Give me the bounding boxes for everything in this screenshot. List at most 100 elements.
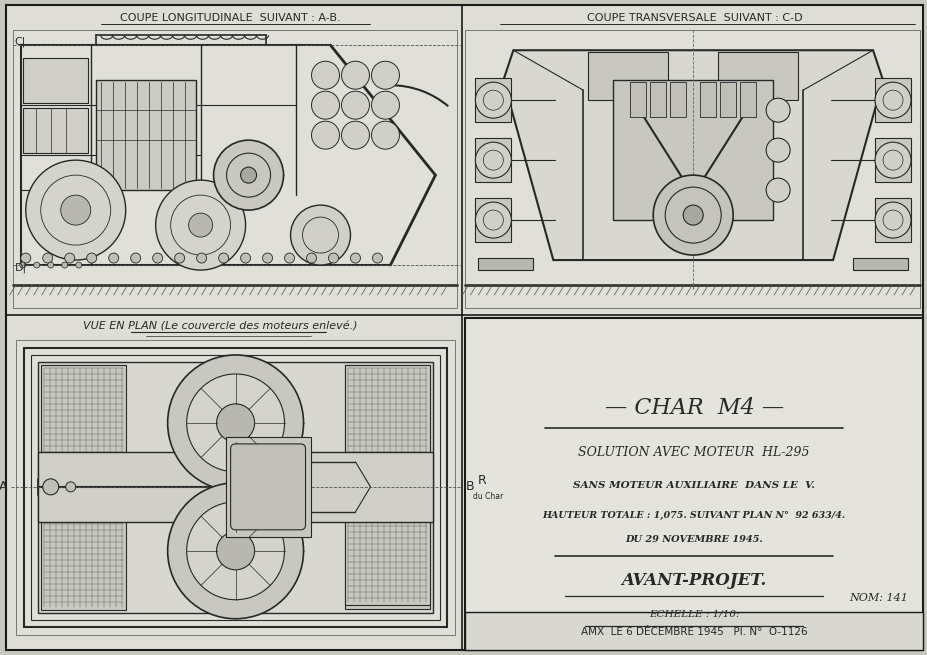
Polygon shape — [502, 50, 883, 260]
Bar — [477, 258, 533, 270]
Bar — [23, 108, 88, 153]
Bar — [717, 52, 797, 100]
Bar — [719, 83, 735, 117]
Circle shape — [197, 253, 207, 263]
Circle shape — [682, 205, 703, 225]
Circle shape — [311, 61, 339, 89]
Circle shape — [43, 479, 58, 495]
Circle shape — [766, 178, 789, 202]
Text: AVANT-PROJET.: AVANT-PROJET. — [621, 572, 766, 590]
Bar — [700, 83, 716, 117]
Circle shape — [371, 91, 399, 119]
Bar — [41, 365, 125, 610]
Bar — [13, 30, 457, 308]
Circle shape — [188, 213, 212, 237]
Circle shape — [262, 253, 273, 263]
Bar — [475, 198, 511, 242]
Circle shape — [371, 61, 399, 89]
Bar — [475, 138, 511, 182]
Circle shape — [60, 195, 91, 225]
Bar — [475, 78, 511, 122]
Circle shape — [86, 253, 96, 263]
Circle shape — [290, 205, 350, 265]
Text: COUPE TRANSVERSALE  SUIVANT : C-D: COUPE TRANSVERSALE SUIVANT : C-D — [587, 13, 802, 24]
Circle shape — [20, 253, 31, 263]
Circle shape — [341, 91, 369, 119]
Circle shape — [311, 121, 339, 149]
Circle shape — [350, 253, 360, 263]
Bar — [345, 492, 430, 608]
Circle shape — [311, 91, 339, 119]
Circle shape — [216, 404, 254, 442]
Text: VUE EN PLAN (Le couvercle des moteurs enlevé.): VUE EN PLAN (Le couvercle des moteurs en… — [83, 321, 358, 331]
Circle shape — [108, 253, 119, 263]
Bar — [874, 78, 910, 122]
Circle shape — [341, 61, 369, 89]
Text: SOLUTION AVEC MOTEUR  HL-295: SOLUTION AVEC MOTEUR HL-295 — [578, 447, 809, 459]
Circle shape — [240, 167, 256, 183]
Circle shape — [186, 374, 285, 472]
Circle shape — [285, 253, 294, 263]
Text: — CHAR  M4 —: — CHAR M4 — — [604, 397, 783, 419]
Bar — [225, 437, 311, 537]
Circle shape — [475, 142, 511, 178]
Text: A: A — [0, 480, 7, 493]
Circle shape — [186, 502, 285, 600]
Circle shape — [306, 253, 316, 263]
Circle shape — [766, 138, 789, 162]
Circle shape — [156, 180, 246, 270]
Bar — [613, 80, 772, 220]
Bar — [345, 365, 430, 465]
Circle shape — [131, 253, 141, 263]
Bar — [852, 258, 907, 270]
Text: COUPE LONGITUDINALE  SUIVANT : A-B.: COUPE LONGITUDINALE SUIVANT : A-B. — [121, 13, 340, 24]
Circle shape — [66, 482, 76, 492]
Circle shape — [174, 253, 184, 263]
Text: NOM: 141: NOM: 141 — [848, 593, 907, 603]
Bar — [24, 348, 447, 627]
Circle shape — [653, 175, 732, 255]
Bar — [31, 355, 440, 620]
Bar — [345, 365, 430, 482]
Bar — [465, 612, 922, 650]
Circle shape — [874, 83, 910, 118]
Bar — [650, 83, 666, 117]
Circle shape — [76, 262, 82, 268]
Bar — [740, 83, 756, 117]
Circle shape — [475, 202, 511, 238]
Bar — [465, 318, 922, 650]
Bar — [23, 58, 88, 103]
Text: R: R — [476, 474, 486, 487]
Circle shape — [766, 98, 789, 122]
Bar — [588, 52, 667, 100]
Text: SANS MOTEUR AUXILIAIRE  DANS LE  V.: SANS MOTEUR AUXILIAIRE DANS LE V. — [573, 481, 814, 491]
Circle shape — [219, 253, 228, 263]
Circle shape — [213, 140, 284, 210]
Text: DU 29 NOVEMBRE 1945.: DU 29 NOVEMBRE 1945. — [625, 535, 762, 544]
Circle shape — [371, 121, 399, 149]
Circle shape — [168, 355, 303, 491]
Bar — [38, 452, 433, 522]
Circle shape — [240, 253, 250, 263]
Bar — [38, 362, 433, 613]
Circle shape — [372, 253, 382, 263]
Circle shape — [62, 262, 68, 268]
Bar — [95, 80, 196, 190]
Circle shape — [328, 253, 338, 263]
Text: B: B — [465, 480, 474, 493]
Bar — [465, 30, 919, 308]
Circle shape — [168, 483, 303, 619]
Bar — [345, 505, 430, 605]
FancyBboxPatch shape — [230, 444, 305, 530]
Circle shape — [874, 202, 910, 238]
Circle shape — [153, 253, 162, 263]
Circle shape — [216, 532, 254, 570]
Circle shape — [475, 83, 511, 118]
Bar — [874, 198, 910, 242]
Circle shape — [43, 253, 53, 263]
Bar — [669, 83, 685, 117]
Text: AMX  LE 6 DÉCEMBRE 1945   Pl. N°  O-1126: AMX LE 6 DÉCEMBRE 1945 Pl. N° O-1126 — [580, 627, 806, 637]
Text: HAUTEUR TOTALE : 1,075. SUIVANT PLAN N°  92 633/4.: HAUTEUR TOTALE : 1,075. SUIVANT PLAN N° … — [542, 512, 844, 520]
Text: C|: C| — [15, 37, 26, 48]
Circle shape — [33, 262, 40, 268]
